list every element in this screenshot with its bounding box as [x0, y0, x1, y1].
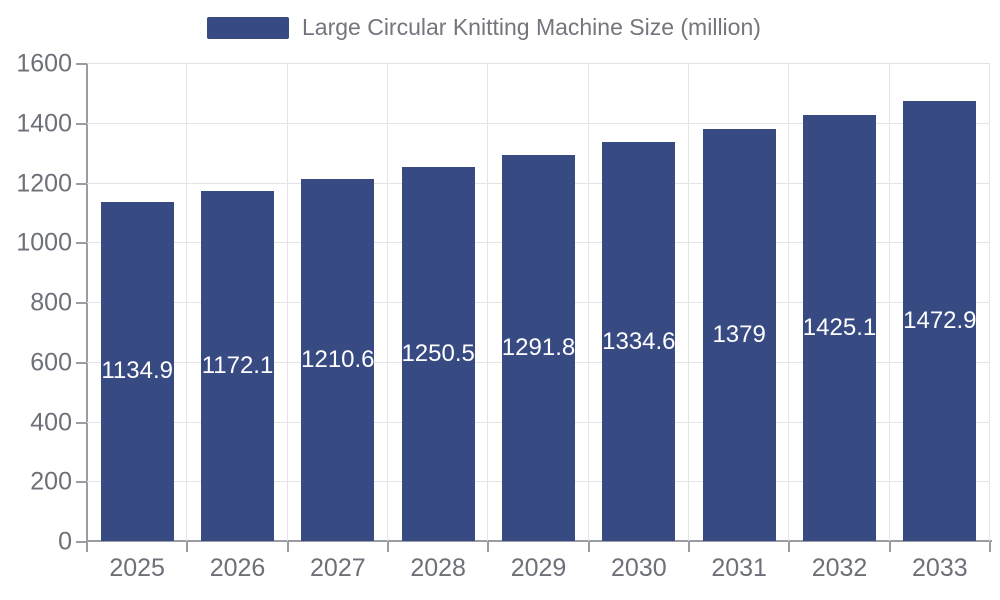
x-axis-tick	[888, 542, 891, 552]
gridline-vertical	[688, 63, 689, 541]
x-axis-tick-label: 2029	[510, 554, 567, 582]
bar-2032[interactable]: 1425.1	[803, 115, 876, 541]
legend-item[interactable]: Large Circular Knitting Machine Size (mi…	[207, 14, 761, 41]
y-axis-tick	[76, 242, 86, 245]
y-axis-tick-label: 1000	[16, 228, 72, 257]
y-axis-tick	[76, 421, 86, 424]
x-axis-tick	[186, 542, 189, 552]
y-axis-tick-label: 800	[30, 288, 72, 317]
bar-value-label: 1210.6	[301, 346, 375, 374]
y-axis-tick-label: 600	[30, 348, 72, 377]
gridline-horizontal	[87, 122, 990, 124]
y-axis-tick	[76, 481, 86, 484]
x-axis-tick	[86, 542, 88, 552]
y-axis-tick-label: 1600	[16, 49, 72, 78]
bar-value-label: 1291.8	[501, 334, 576, 362]
x-axis-tick-label: 2032	[811, 554, 868, 582]
y-axis-tick-label: 200	[30, 467, 72, 496]
bar-value-label: 1134.9	[101, 357, 173, 385]
x-axis-tick-label: 2033	[912, 554, 968, 582]
x-axis-tick	[387, 542, 389, 552]
legend-label: Large Circular Knitting Machine Size (mi…	[302, 14, 761, 40]
y-axis-tick	[76, 361, 86, 364]
x-axis-tick-label: 2026	[209, 554, 266, 582]
gridline-vertical	[888, 63, 890, 541]
y-axis-tick	[76, 302, 86, 304]
gridline-horizontal	[87, 63, 990, 64]
y-axis-line	[86, 63, 88, 543]
x-axis-line	[86, 540, 992, 542]
x-axis-tick	[688, 542, 690, 552]
x-axis-tick	[989, 542, 991, 552]
bar-2033[interactable]: 1472.9	[903, 100, 977, 541]
bar-2027[interactable]: 1210.6	[301, 179, 375, 541]
bar-2028[interactable]: 1250.5	[401, 167, 475, 541]
y-axis-tick	[76, 122, 86, 125]
x-axis-tick	[587, 542, 590, 552]
x-axis-tick-label: 2031	[711, 554, 767, 582]
bar-value-label: 1334.6	[602, 327, 676, 355]
y-axis-tick	[76, 63, 86, 65]
legend-swatch	[207, 16, 289, 39]
gridline-vertical	[989, 63, 990, 541]
y-axis-tick-label: 1200	[16, 169, 72, 197]
gridline-vertical	[788, 63, 790, 541]
x-axis-tick	[487, 542, 490, 552]
y-axis-tick-label: 1400	[16, 109, 72, 138]
y-axis-tick-label: 400	[30, 408, 72, 436]
x-axis-tick-label: 2025	[109, 554, 165, 582]
bar-2025[interactable]: 1134.9	[100, 201, 174, 541]
gridline-vertical	[186, 63, 188, 541]
gridline-vertical	[286, 63, 288, 541]
y-axis-tick	[76, 541, 86, 543]
gridline-vertical	[387, 63, 388, 541]
x-axis-tick-label: 2030	[611, 554, 667, 582]
bar-value-label: 1172.1	[201, 351, 274, 379]
bar-2029[interactable]: 1291.8	[502, 155, 575, 541]
bar-value-label: 1250.5	[401, 340, 475, 368]
x-axis-tick-label: 2027	[310, 554, 366, 582]
y-axis-tick	[76, 182, 86, 185]
bar-2031[interactable]: 1379	[702, 129, 776, 541]
bar-2030[interactable]: 1334.6	[602, 142, 676, 541]
x-axis-tick-label: 2028	[410, 554, 466, 582]
bar-value-label: 1472.9	[903, 307, 977, 334]
bar-2026[interactable]: 1172.1	[201, 190, 274, 541]
x-axis-tick	[788, 542, 791, 552]
bar-value-label: 1425.1	[802, 314, 877, 342]
gridline-vertical	[487, 63, 489, 541]
bar-value-label: 1379	[712, 321, 766, 349]
plot-area: 1134.9 1172.1 1210.6 1250.5 1291.8 1334.6 1379…	[87, 63, 990, 541]
x-axis-tick	[286, 542, 289, 552]
gridline-vertical	[587, 63, 589, 541]
y-axis-tick-label: 0	[58, 527, 72, 556]
